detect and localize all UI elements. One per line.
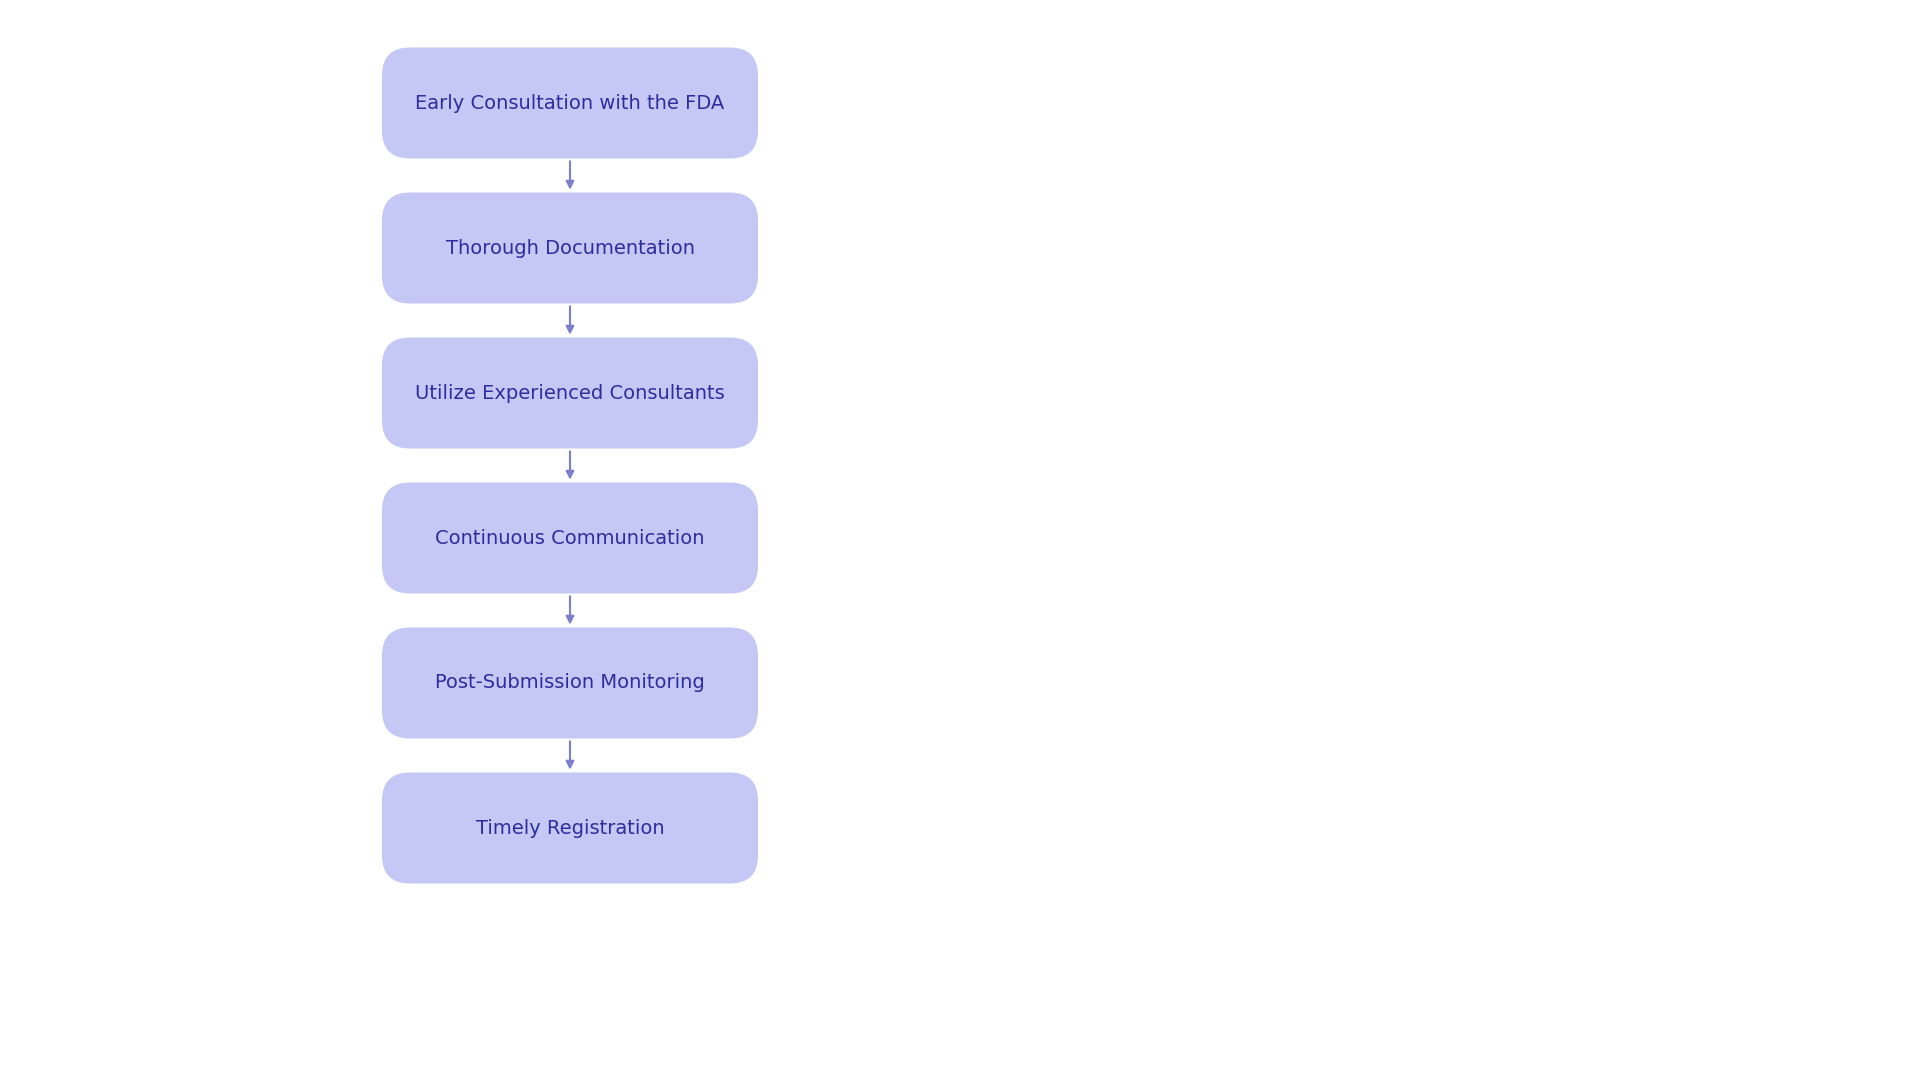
FancyBboxPatch shape bbox=[382, 48, 758, 158]
Text: Utilize Experienced Consultants: Utilize Experienced Consultants bbox=[415, 383, 726, 403]
Text: Thorough Documentation: Thorough Documentation bbox=[445, 238, 695, 258]
FancyBboxPatch shape bbox=[382, 772, 758, 884]
FancyBboxPatch shape bbox=[382, 627, 758, 739]
Text: Post-Submission Monitoring: Post-Submission Monitoring bbox=[436, 674, 705, 692]
Text: Continuous Communication: Continuous Communication bbox=[436, 529, 705, 548]
FancyBboxPatch shape bbox=[382, 483, 758, 593]
FancyBboxPatch shape bbox=[382, 338, 758, 448]
Text: Early Consultation with the FDA: Early Consultation with the FDA bbox=[415, 93, 724, 113]
Text: Timely Registration: Timely Registration bbox=[476, 819, 664, 837]
FancyBboxPatch shape bbox=[382, 193, 758, 303]
